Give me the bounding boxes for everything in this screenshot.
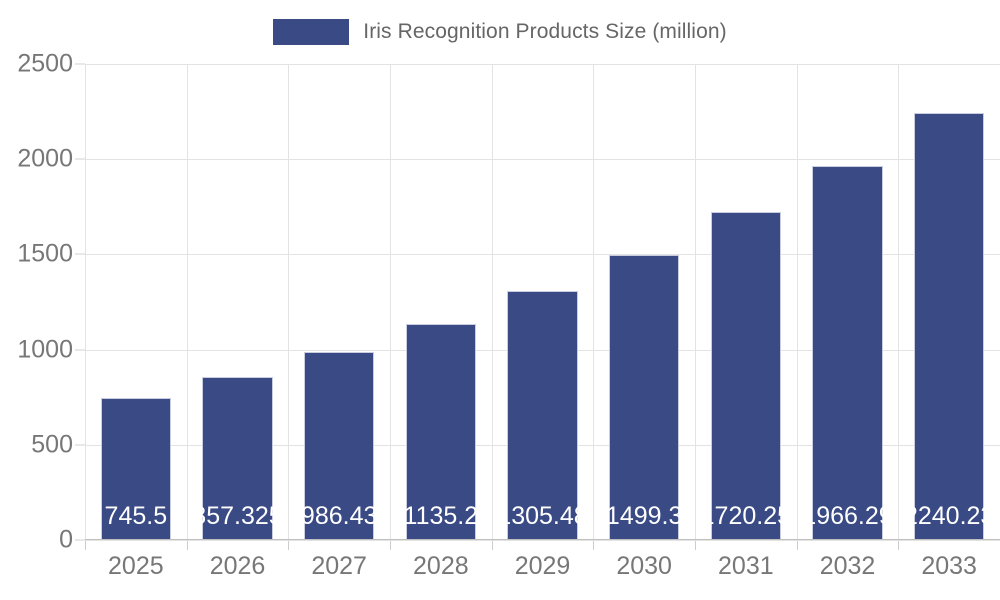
x-tick-mark-0 <box>85 541 86 550</box>
gridline-y-1500 <box>85 254 1000 256</box>
y-tick-label: 0 <box>59 525 73 554</box>
y-tick-label: 2000 <box>17 144 73 173</box>
gridline-x-2 <box>288 64 289 540</box>
bar-2025[interactable]: 745.5 <box>100 398 172 540</box>
y-tick-mark <box>75 253 85 255</box>
bar-rect: 857.325 <box>202 376 273 540</box>
bar-value-label: 1305.48 <box>507 502 578 530</box>
bar-value-label: 857.325 <box>202 502 273 530</box>
x-tick-label-2033: 2033 <box>921 552 977 580</box>
bar-rect: 1135.2 <box>405 323 477 540</box>
bar-rect: 986.43 <box>303 352 375 540</box>
y-tick-label: 500 <box>31 430 73 459</box>
bar-rect: 745.5 <box>100 398 172 540</box>
bar-2027[interactable]: 986.43 <box>303 352 375 540</box>
y-tick-mark <box>75 349 85 351</box>
bar-2026[interactable]: 857.325 <box>202 376 273 540</box>
y-tick-label: 1500 <box>17 239 73 268</box>
bar-rect: 1305.48 <box>507 291 578 540</box>
gridline-x-5 <box>593 64 594 540</box>
x-tick-mark-1 <box>187 541 188 550</box>
gridline-y-2500 <box>85 64 1000 65</box>
bar-value-label: 745.5 <box>104 502 168 530</box>
gridline-x-7 <box>797 64 798 540</box>
x-tick-label-2029: 2029 <box>514 552 571 580</box>
x-tick-mark-5 <box>593 541 594 550</box>
x-tick-label-2028: 2028 <box>413 552 469 580</box>
y-tick-mark <box>75 444 85 446</box>
gridline-x-1 <box>187 64 188 540</box>
x-tick-label-2025: 2025 <box>108 552 164 580</box>
legend-swatch-iris-recognition-products-size[interactable] <box>273 19 350 45</box>
plot-area: 745.5 857.325 986.43 1135.2 1305.48 1499.3 172… <box>85 64 1000 541</box>
chart-legend: Iris Recognition Products Size (million) <box>0 12 1000 52</box>
x-tick-mark-3 <box>390 541 391 550</box>
y-tick-mark <box>75 158 85 160</box>
bar-2031[interactable]: 1720.25 <box>710 212 782 540</box>
x-tick-mark-4 <box>492 541 493 550</box>
bar-value-label: 1720.25 <box>711 502 782 530</box>
bar-2029[interactable]: 1305.48 <box>507 291 578 540</box>
bar-value-label: 1499.3 <box>608 502 680 530</box>
bar-value-label: 986.43 <box>303 502 375 530</box>
gridline-x-3 <box>390 64 391 540</box>
bar-value-label: 1966.29 <box>812 502 883 530</box>
x-tick-mark-6 <box>695 541 696 550</box>
bar-value-label: 1135.2 <box>405 502 477 530</box>
x-tick-label-2026: 2026 <box>209 552 266 580</box>
x-tick-label-2027: 2027 <box>311 552 367 580</box>
x-tick-mark-7 <box>797 541 798 550</box>
legend-label-iris-recognition-products-size: Iris Recognition Products Size (million) <box>363 20 727 43</box>
bar-rect: 1499.3 <box>608 254 680 540</box>
y-tick-label: 1000 <box>17 335 73 364</box>
gridline-x-4 <box>492 64 493 540</box>
y-tick-mark <box>75 63 85 65</box>
y-tick-mark <box>75 539 85 541</box>
bar-2032[interactable]: 1966.29 <box>812 165 883 540</box>
x-tick-label-2031: 2031 <box>718 552 774 580</box>
x-tick-label-2032: 2032 <box>819 552 876 580</box>
gridline-y-2000 <box>85 159 1000 161</box>
x-tick-label-2030: 2030 <box>616 552 672 580</box>
x-axis-baseline <box>85 539 1000 540</box>
bar-rect: 1966.29 <box>812 165 883 540</box>
bar-2028[interactable]: 1135.2 <box>405 323 477 540</box>
bar-2030[interactable]: 1499.3 <box>608 254 680 540</box>
bar-rect: 1720.25 <box>710 212 782 540</box>
gridline-y-0 <box>85 540 1000 541</box>
y-axis-spine <box>85 64 86 540</box>
gridline-x-8 <box>898 64 899 540</box>
y-tick-label: 2500 <box>17 49 73 78</box>
x-tick-mark-2 <box>288 541 289 550</box>
x-tick-mark-8 <box>898 541 899 550</box>
gridline-x-6 <box>695 64 696 540</box>
